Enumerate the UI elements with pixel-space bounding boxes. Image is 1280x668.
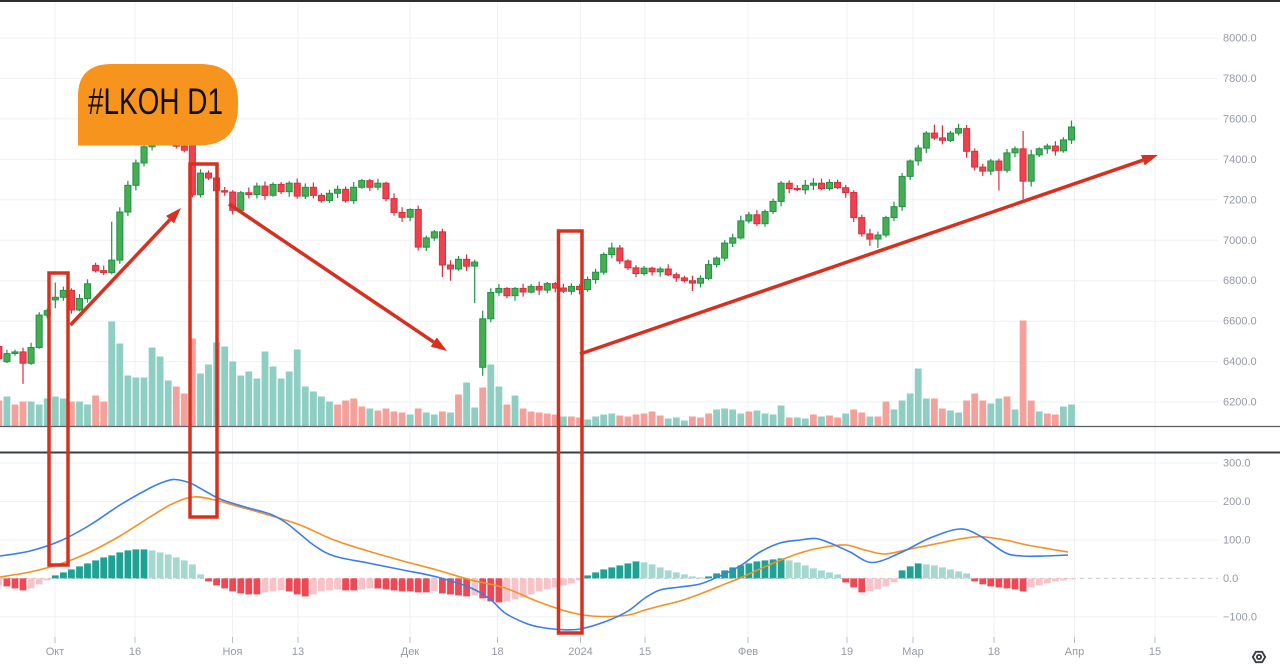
svg-text:7000.0: 7000.0: [1223, 235, 1257, 247]
svg-text:13: 13: [292, 646, 304, 658]
svg-text:6800.0: 6800.0: [1223, 275, 1257, 287]
svg-text:Фев: Фев: [738, 646, 758, 658]
svg-text:7800.0: 7800.0: [1223, 73, 1257, 85]
svg-text:200.0: 200.0: [1223, 496, 1251, 508]
svg-text:7400.0: 7400.0: [1223, 154, 1257, 166]
svg-text:0.0: 0.0: [1223, 573, 1238, 585]
svg-text:19: 19: [841, 646, 853, 658]
svg-text:Окт: Окт: [46, 646, 65, 658]
svg-text:Ноя: Ноя: [222, 646, 242, 658]
svg-text:6600.0: 6600.0: [1223, 316, 1257, 328]
svg-text:Мар: Мар: [902, 646, 924, 658]
svg-text:7200.0: 7200.0: [1223, 194, 1257, 206]
svg-text:2024: 2024: [568, 646, 592, 658]
svg-text:−100.0: −100.0: [1223, 611, 1257, 623]
svg-text:300.0: 300.0: [1223, 458, 1251, 470]
svg-text:7600.0: 7600.0: [1223, 113, 1257, 125]
svg-text:#LKOH D1: #LKOH D1: [88, 81, 223, 122]
svg-text:100.0: 100.0: [1223, 535, 1251, 547]
svg-text:6400.0: 6400.0: [1223, 356, 1257, 368]
svg-text:Апр: Апр: [1065, 646, 1084, 658]
svg-text:18: 18: [988, 646, 1000, 658]
svg-text:16: 16: [129, 646, 141, 658]
svg-text:6200.0: 6200.0: [1223, 397, 1257, 409]
svg-text:Дек: Дек: [401, 646, 420, 658]
svg-text:15: 15: [1149, 646, 1161, 658]
svg-text:18: 18: [491, 646, 503, 658]
svg-text:15: 15: [639, 646, 651, 658]
svg-text:8000.0: 8000.0: [1223, 33, 1257, 45]
